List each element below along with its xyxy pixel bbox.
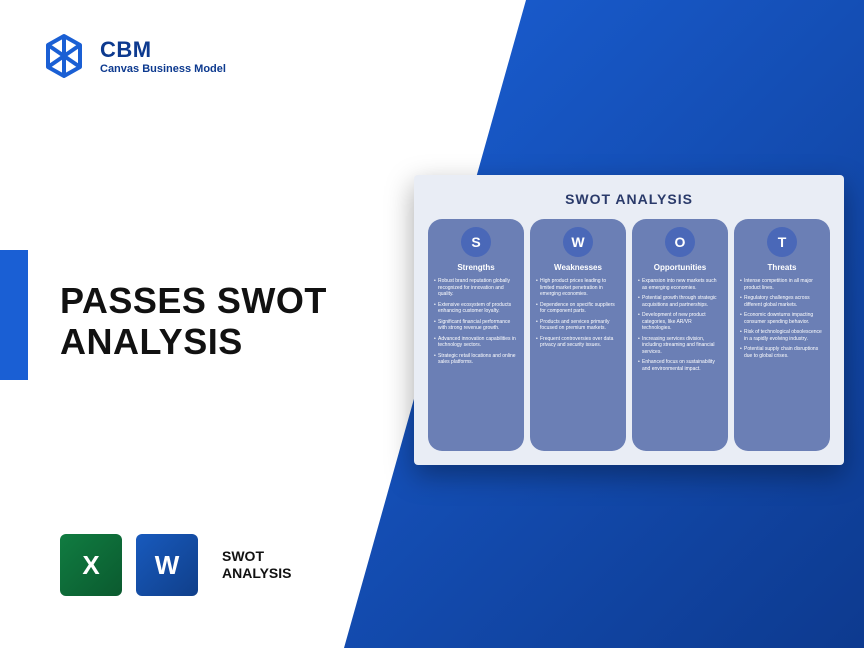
swot-analysis-card: SWOT ANALYSIS S Strengths Robust brand rep… xyxy=(414,175,844,465)
swot-column-strengths: S Strengths Robust brand reputation global… xyxy=(428,219,524,451)
swot-item-list: High product prices leading to limited m… xyxy=(536,278,620,353)
swot-item: Development of new product categories, l… xyxy=(638,312,722,332)
format-icons: X W SWOT ANALYSIS xyxy=(60,534,292,596)
swot-column-weaknesses: W Weaknesses High product prices leading t… xyxy=(530,219,626,451)
swot-item: Extensive ecosystem of products enhancin… xyxy=(434,302,518,315)
swot-column-heading: Opportunities xyxy=(654,263,706,272)
swot-item: Frequent controversies over data privacy… xyxy=(536,336,620,349)
swot-column-threats: T Threats Intense competition in all major… xyxy=(734,219,830,451)
word-letter: W xyxy=(155,550,180,581)
brand-subtitle: Canvas Business Model xyxy=(100,63,226,75)
swot-item-list: Robust brand reputation globally recogni… xyxy=(434,278,518,370)
swot-item: Potential supply chain disruptions due t… xyxy=(740,346,824,359)
swot-columns: S Strengths Robust brand reputation global… xyxy=(428,219,830,451)
swot-column-heading: Strengths xyxy=(457,263,494,272)
swot-item: Expansion into new markets such as emerg… xyxy=(638,278,722,291)
swot-item: Products and services primarily focused … xyxy=(536,319,620,332)
infographic-canvas: CBM Canvas Business Model PASSES SWOT AN… xyxy=(0,0,864,648)
swot-card-title: SWOT ANALYSIS xyxy=(428,191,830,207)
brand-title: CBM xyxy=(100,37,226,63)
swot-letter-circle: T xyxy=(767,227,797,257)
heading-line-1: PASSES SWOT xyxy=(60,280,327,321)
swot-letter-circle: S xyxy=(461,227,491,257)
swot-item: Dependence on specific suppliers for com… xyxy=(536,302,620,315)
swot-column-heading: Threats xyxy=(768,263,797,272)
format-label-line-1: SWOT xyxy=(222,548,264,564)
swot-item: Increasing services division, including … xyxy=(638,336,722,356)
format-label-line-2: ANALYSIS xyxy=(222,565,292,581)
excel-icon: X xyxy=(60,534,122,596)
swot-item: Regulatory challenges across different g… xyxy=(740,295,824,308)
swot-item: Significant financial performance with s… xyxy=(434,319,518,332)
swot-item: High product prices leading to limited m… xyxy=(536,278,620,298)
swot-column-opportunities: O Opportunities Expansion into new markets… xyxy=(632,219,728,451)
swot-item: Advanced innovation capabilities in tech… xyxy=(434,336,518,349)
swot-item: Economic downturns impacting consumer sp… xyxy=(740,312,824,325)
swot-column-heading: Weaknesses xyxy=(554,263,602,272)
swot-item: Enhanced focus on sustainability and env… xyxy=(638,359,722,372)
swot-item: Risk of technological obsolescence in a … xyxy=(740,329,824,342)
swot-item: Intense competition in all major product… xyxy=(740,278,824,291)
swot-item-list: Expansion into new markets such as emerg… xyxy=(638,278,722,376)
heading-line-2: ANALYSIS xyxy=(60,321,243,362)
format-label: SWOT ANALYSIS xyxy=(222,548,292,582)
logo-icon xyxy=(40,32,88,80)
word-icon: W xyxy=(136,534,198,596)
swot-item: Potential growth through strategic acqui… xyxy=(638,295,722,308)
swot-item: Strategic retail locations and online sa… xyxy=(434,353,518,366)
brand-logo: CBM Canvas Business Model xyxy=(40,32,226,80)
swot-letter-circle: W xyxy=(563,227,593,257)
excel-letter: X xyxy=(82,550,99,581)
swot-letter-circle: O xyxy=(665,227,695,257)
main-heading: PASSES SWOT ANALYSIS xyxy=(60,280,327,363)
left-accent-bar xyxy=(0,250,28,380)
swot-item: Robust brand reputation globally recogni… xyxy=(434,278,518,298)
swot-item-list: Intense competition in all major product… xyxy=(740,278,824,363)
